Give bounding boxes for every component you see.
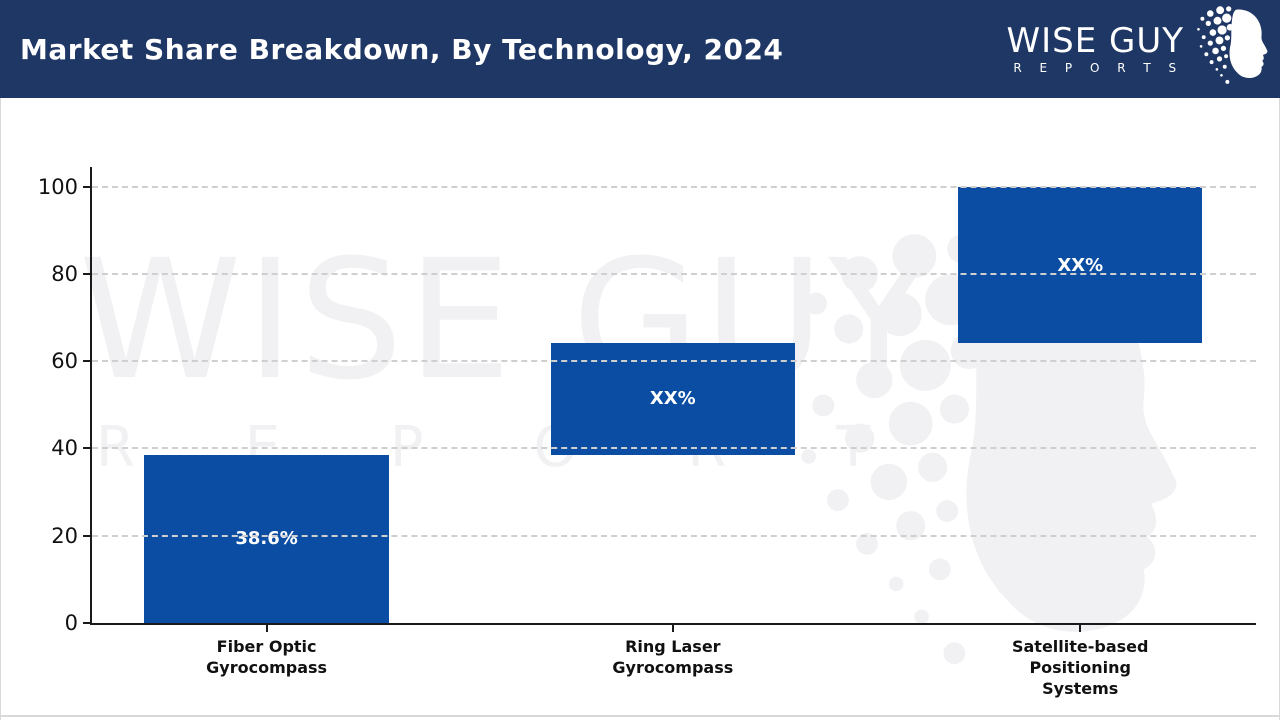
gridline bbox=[92, 185, 1256, 188]
gridline bbox=[92, 534, 1256, 537]
y-tick-mark bbox=[83, 360, 90, 363]
bar-segment: 38.6% bbox=[144, 454, 389, 623]
wiseguy-head-icon bbox=[1197, 6, 1268, 84]
x-tick-mark bbox=[265, 623, 268, 632]
x-tick-mark bbox=[1079, 623, 1082, 632]
bar-value-label: XX% bbox=[649, 388, 696, 410]
plot-area: 0 20 40 60 80 100 38.6% Fiber Optic Gyrocompass… bbox=[38, 167, 1256, 698]
y-tick-mark bbox=[83, 534, 90, 537]
logo-subtitle: R E P O R T S bbox=[1013, 60, 1184, 75]
y-tick-mark bbox=[83, 272, 90, 275]
gridline bbox=[92, 360, 1256, 363]
x-category-label: Fiber Optic Gyrocompass bbox=[206, 637, 328, 677]
wiseguy-logo: WISE GUY R E P O R T S bbox=[1006, 3, 1272, 95]
logo-text: WISE GUY R E P O R T S bbox=[1006, 24, 1184, 75]
y-tick-mark bbox=[83, 622, 90, 624]
x-category-label: Ring Laser Gyrocompass bbox=[612, 637, 734, 677]
y-tick-label: 80 bbox=[51, 261, 78, 286]
page-title: Market Share Breakdown, By Technology, 2… bbox=[20, 32, 784, 66]
y-tick-label: 40 bbox=[51, 436, 78, 461]
chart-canvas: WISE GUY R E P O R T S 02040608010038.6%… bbox=[0, 98, 1280, 720]
logo-wordmark: WISE GUY bbox=[1006, 20, 1184, 61]
y-tick-label: 100 bbox=[37, 174, 78, 199]
header-bar: Market Share Breakdown, By Technology, 2… bbox=[0, 0, 1280, 98]
bar-segment: XX% bbox=[958, 187, 1203, 344]
y-tick-mark bbox=[83, 185, 90, 188]
y-tick-label: 0 bbox=[64, 611, 78, 635]
y-tick-label: 60 bbox=[51, 349, 78, 374]
x-category-label: Satellite-based Positioning Systems bbox=[1011, 637, 1149, 698]
y-tick-label: 20 bbox=[51, 523, 78, 548]
gridline bbox=[92, 447, 1256, 450]
x-tick-mark bbox=[671, 623, 674, 632]
bottom-border-line bbox=[1, 715, 1279, 717]
y-tick-mark bbox=[83, 447, 90, 450]
bar-value-label: 38.6% bbox=[235, 528, 298, 550]
gridline bbox=[92, 272, 1256, 275]
